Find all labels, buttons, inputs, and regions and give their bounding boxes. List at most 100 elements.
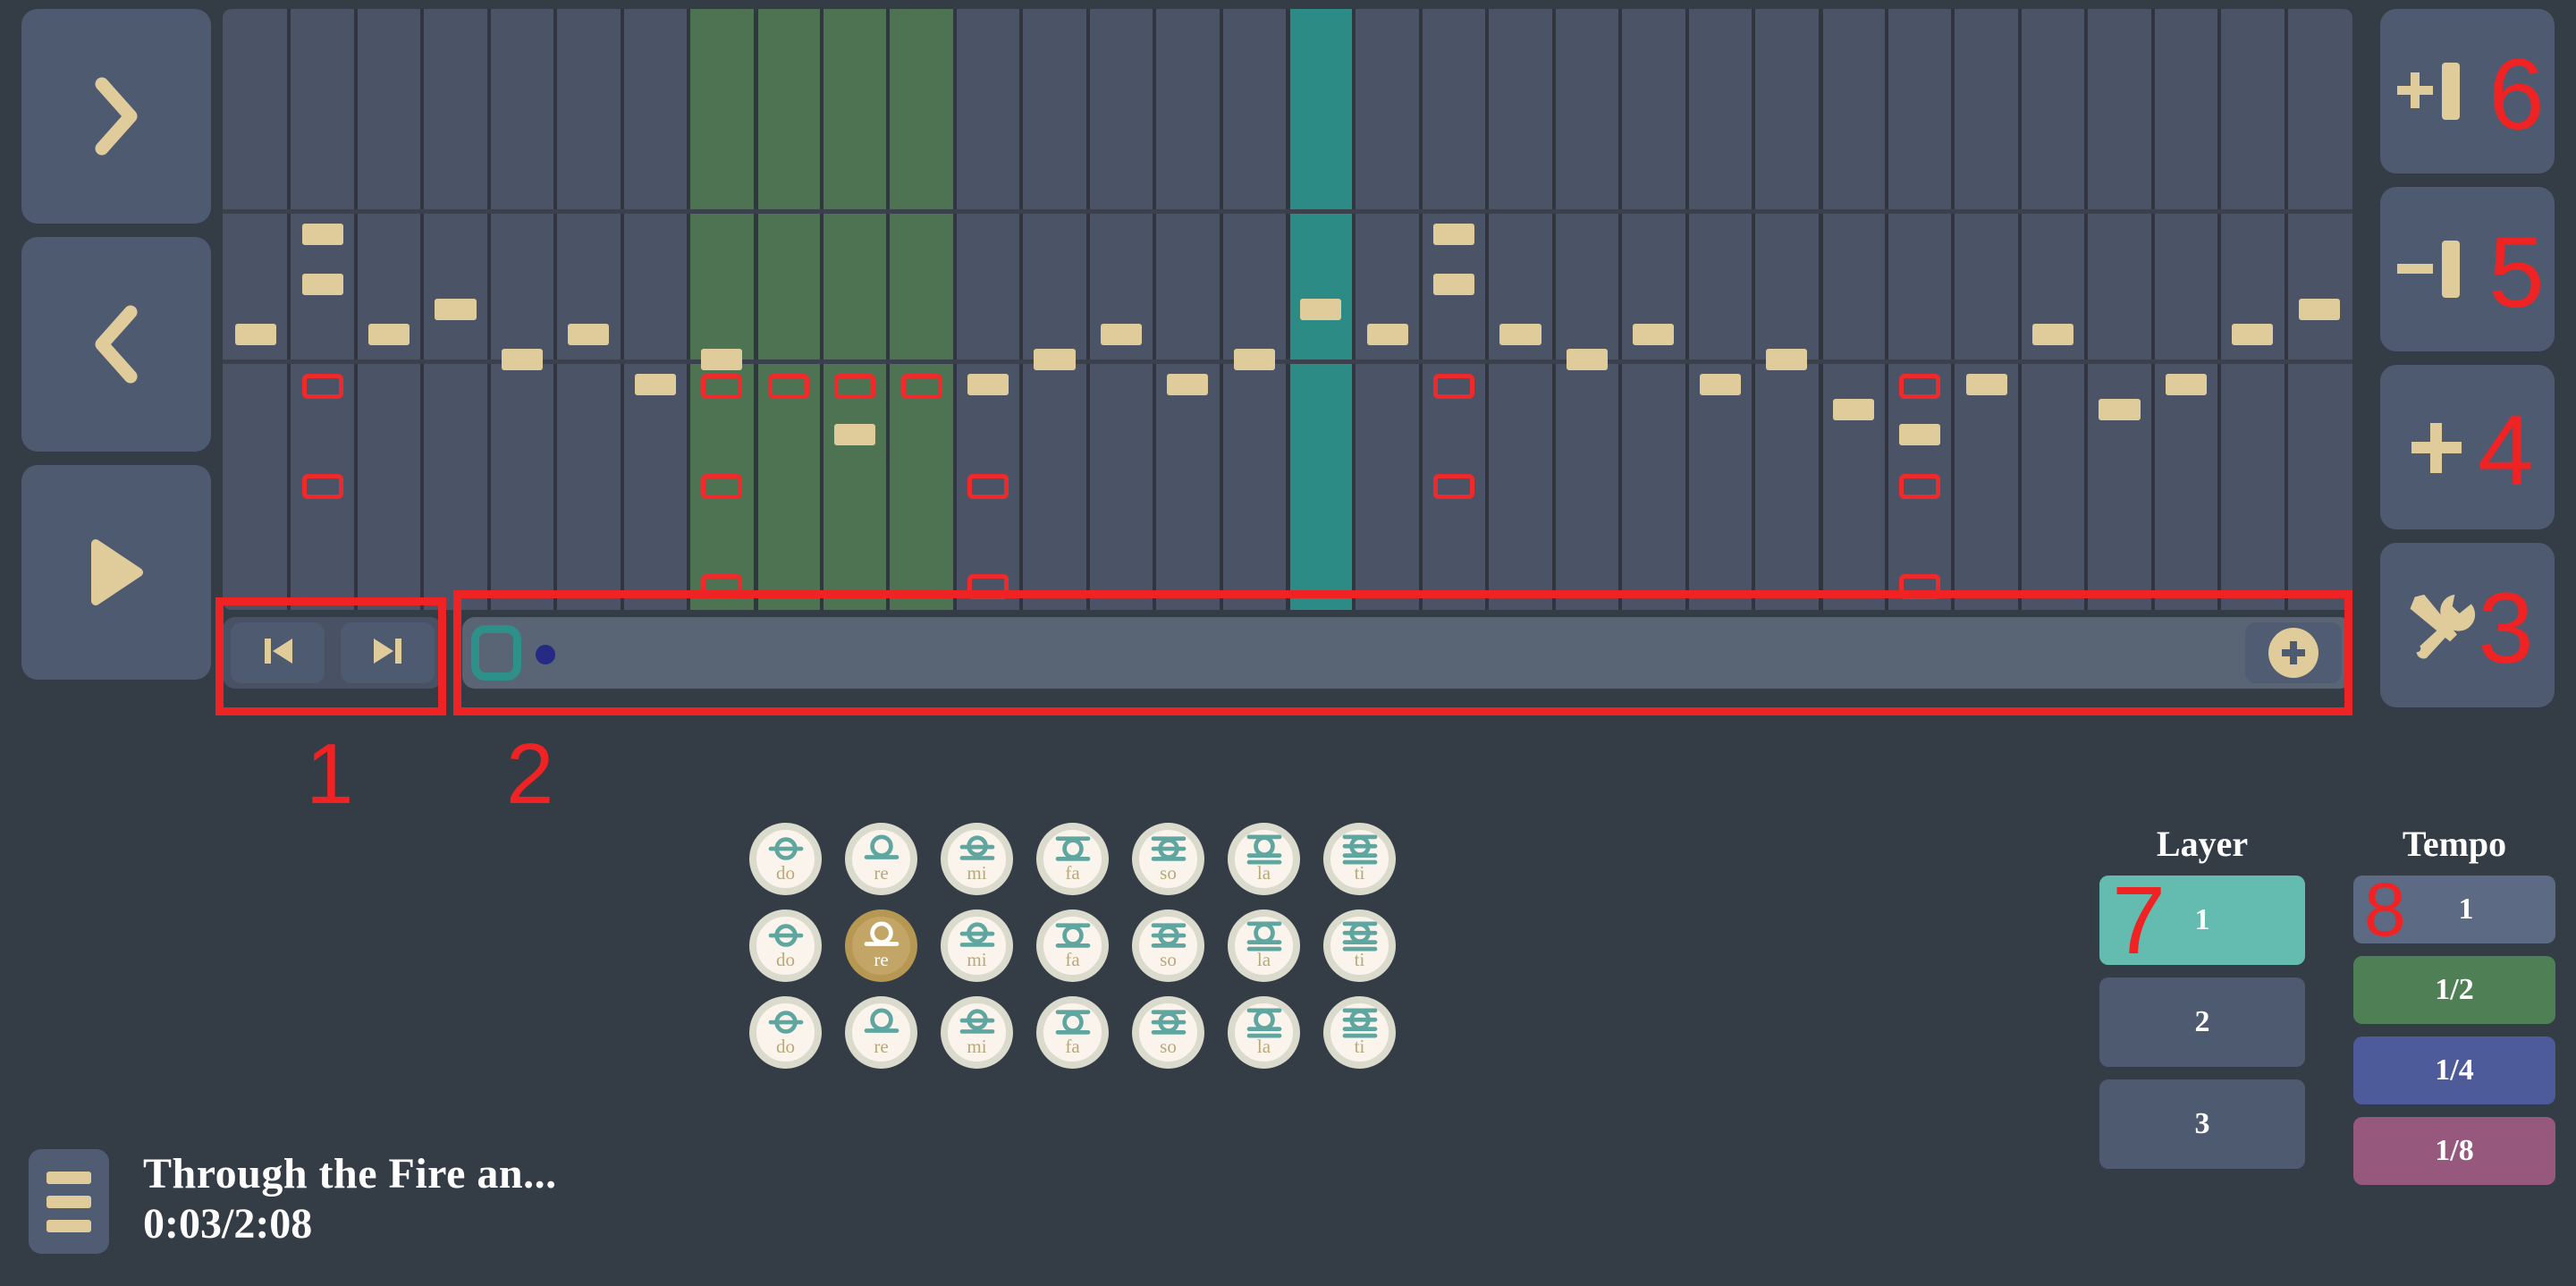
note-placeholder[interactable] [1433,473,1475,499]
note-placeholder[interactable] [1433,373,1475,399]
highlighted-measure[interactable] [821,9,889,610]
solfege-key-do-low[interactable]: do [749,996,822,1069]
solfege-key-la-low[interactable]: la [1228,996,1300,1069]
highlighted-measure[interactable] [688,9,756,610]
tempo-cell-1-4[interactable]: 1/4 [2353,1036,2555,1104]
note-placeholder[interactable] [701,573,743,599]
note-block[interactable] [2232,323,2274,345]
skip-back-button[interactable] [231,622,325,683]
note-block[interactable] [1832,398,1874,420]
note-block[interactable] [368,323,410,345]
remove-bar-button[interactable]: 5 [2380,187,2555,351]
solfege-key-fa-high[interactable]: fa [1036,823,1109,895]
layer-cell-2[interactable]: 2 [2099,977,2305,1067]
tempo-cell-1-2[interactable]: 1/2 [2353,956,2555,1024]
note-block[interactable] [1233,348,1275,370]
note-block[interactable] [1433,273,1475,295]
solfege-key-so-high[interactable]: so [1132,823,1204,895]
note-block[interactable] [1899,423,1941,445]
solfege-key-ti-low[interactable]: ti [1323,996,1396,1069]
note-placeholder[interactable] [767,373,809,399]
tempo-cell-label: 1/4 [2435,1053,2474,1087]
scrollbar-handle[interactable] [471,625,521,681]
note-placeholder[interactable] [301,373,343,399]
note-block[interactable] [2165,373,2207,395]
note-block[interactable] [1633,323,1675,345]
solfege-key-so-mid[interactable]: so [1132,910,1204,982]
note-placeholder[interactable] [1899,373,1941,399]
prev-page-button[interactable] [21,237,211,452]
note-block[interactable] [2031,323,2074,345]
timeline-scrollbar[interactable] [462,617,2352,689]
add-button[interactable] [2245,622,2342,683]
solfege-key-fa-low[interactable]: fa [1036,996,1109,1069]
solfege-key-la-high[interactable]: la [1228,823,1300,895]
note-block[interactable] [1100,323,1142,345]
note-block[interactable] [301,223,343,245]
note-placeholder[interactable] [301,473,343,499]
note-placeholder[interactable] [1899,573,1941,599]
note-block[interactable] [2298,298,2340,320]
add-note-button[interactable]: 4 [2380,365,2555,529]
tools-button[interactable]: 3 [2380,543,2555,707]
note-placeholder[interactable] [834,373,876,399]
note-block[interactable] [1433,223,1475,245]
solfege-key-do-high[interactable]: do [749,823,822,895]
note-block[interactable] [1366,323,1408,345]
note-block[interactable] [701,348,743,370]
note-grid-canvas[interactable] [223,9,2352,610]
solfege-key-la-mid[interactable]: la [1228,910,1300,982]
note-block[interactable] [301,273,343,295]
note-block[interactable] [1300,298,1342,320]
note-block[interactable] [568,323,610,345]
play-button[interactable] [21,465,211,680]
solfege-key-re-mid[interactable]: re [845,910,917,982]
note-block[interactable] [967,373,1009,395]
note-placeholder[interactable] [701,473,743,499]
layer-cell-3[interactable]: 3 [2099,1079,2305,1169]
note-block[interactable] [1167,373,1209,395]
note-block[interactable] [501,348,544,370]
solfege-key-ti-high[interactable]: ti [1323,823,1396,895]
circle-slash-underline-icon [957,834,998,865]
circle-overline-underline-icon [1052,922,1094,952]
solfege-key-mi-high[interactable]: mi [941,823,1013,895]
note-block[interactable] [2099,398,2141,420]
tempo-cell-1-8[interactable]: 1/8 [2353,1117,2555,1185]
note-block[interactable] [1499,323,1541,345]
note-block[interactable] [1699,373,1741,395]
solfege-key-mi-mid[interactable]: mi [941,910,1013,982]
grid-line-vertical [1485,9,1490,610]
position-marker-dot[interactable] [536,645,555,664]
solfege-key-fa-mid[interactable]: fa [1036,910,1109,982]
note-placeholder[interactable] [701,373,743,399]
note-block[interactable] [634,373,676,395]
next-page-button[interactable] [21,9,211,224]
note-placeholder[interactable] [967,573,1009,599]
solfege-keypad[interactable]: do re mi fa so la ti do re mi fa so la ti do re mi fa so la… [749,823,1396,1083]
solfege-key-ti-mid[interactable]: ti [1323,910,1396,982]
note-placeholder[interactable] [900,373,942,399]
solfege-key-re-high[interactable]: re [845,823,917,895]
note-placeholder[interactable] [967,473,1009,499]
note-block[interactable] [235,323,277,345]
menu-button[interactable] [29,1149,109,1254]
note-block[interactable] [435,298,477,320]
note-placeholder[interactable] [1899,473,1941,499]
highlighted-measure[interactable] [888,9,955,610]
note-block[interactable] [1766,348,1808,370]
solfege-key-mi-low[interactable]: mi [941,996,1013,1069]
solfege-key-re-low[interactable]: re [845,996,917,1069]
solfege-key-so-low[interactable]: so [1132,996,1204,1069]
note-block[interactable] [834,423,876,445]
highlighted-measure[interactable] [755,9,822,610]
solfege-key-do-mid[interactable]: do [749,910,822,982]
note-block[interactable] [1965,373,2007,395]
note-grid[interactable] [223,9,2352,610]
skip-forward-button[interactable] [341,622,435,683]
note-block[interactable] [1034,348,1076,370]
add-bar-button[interactable]: 6 [2380,9,2555,173]
note-block[interactable] [1566,348,1609,370]
